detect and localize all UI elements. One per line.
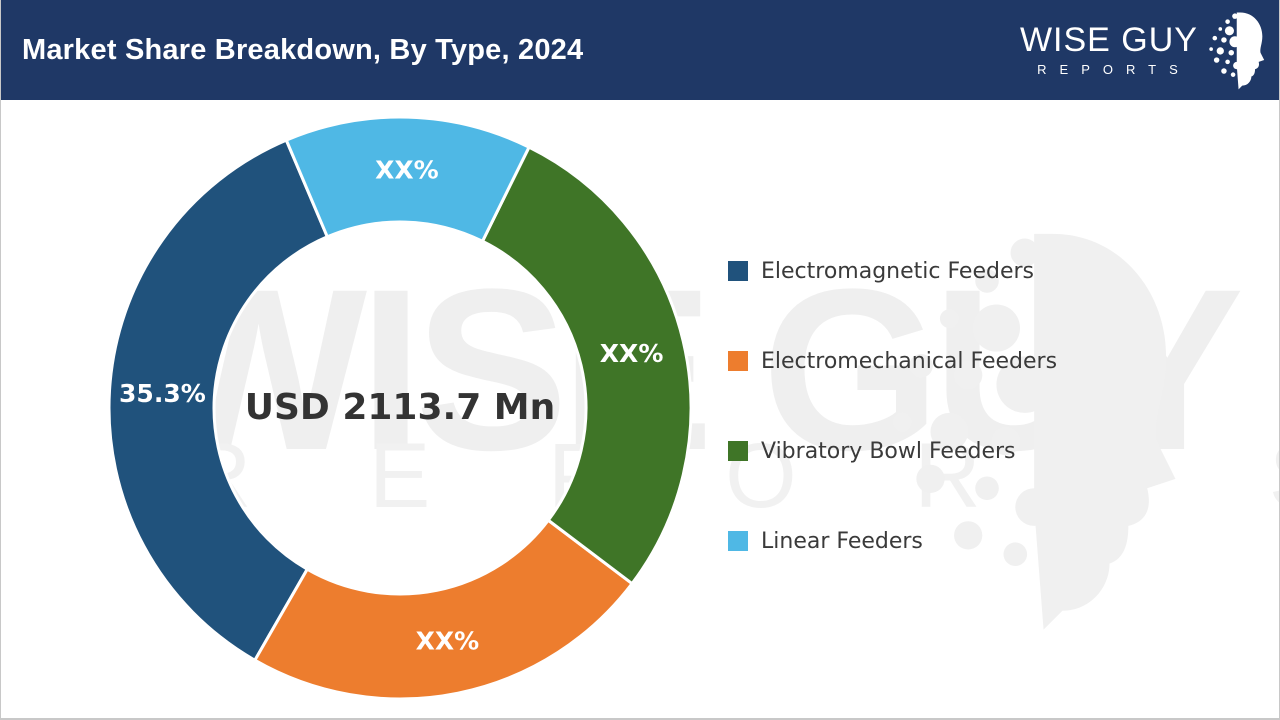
logo-wordmark: WISE GUY bbox=[1019, 21, 1198, 59]
page-title: Market Share Breakdown, By Type, 2024 bbox=[22, 33, 584, 66]
donut-center-value: USD 2113.7 Mn bbox=[244, 387, 556, 428]
logo-face-icon bbox=[1202, 8, 1266, 92]
legend: Electromagnetic Feeders Electromechanica… bbox=[728, 257, 1057, 617]
legend-item-electromechanical-feeders: Electromechanical Feeders bbox=[728, 347, 1057, 375]
legend-label: Linear Feeders bbox=[761, 528, 923, 554]
legend-swatch-vibratory-icon bbox=[728, 441, 748, 461]
wise-guy-reports-logo: WISE GUY REPORTS bbox=[1020, 8, 1266, 92]
legend-swatch-linear-icon bbox=[728, 531, 748, 551]
header: Market Share Breakdown, By Type, 2024 WI… bbox=[0, 0, 1280, 100]
logo-text: WISE GUY REPORTS bbox=[1020, 23, 1198, 77]
legend-swatch-electromechanical-icon bbox=[728, 351, 748, 371]
legend-item-electromagnetic-feeders: Electromagnetic Feeders bbox=[728, 257, 1057, 285]
legend-swatch-electromagnetic-icon bbox=[728, 261, 748, 281]
legend-item-linear-feeders: Linear Feeders bbox=[728, 527, 1057, 555]
legend-label: Electromagnetic Feeders bbox=[761, 258, 1035, 284]
legend-label: Vibratory Bowl Feeders bbox=[761, 438, 1016, 464]
logo-subtitle: REPORTS bbox=[1037, 62, 1191, 77]
legend-label: Electromechanical Feeders bbox=[761, 348, 1058, 374]
legend-item-vibratory-bowl-feeders: Vibratory Bowl Feeders bbox=[728, 437, 1057, 465]
